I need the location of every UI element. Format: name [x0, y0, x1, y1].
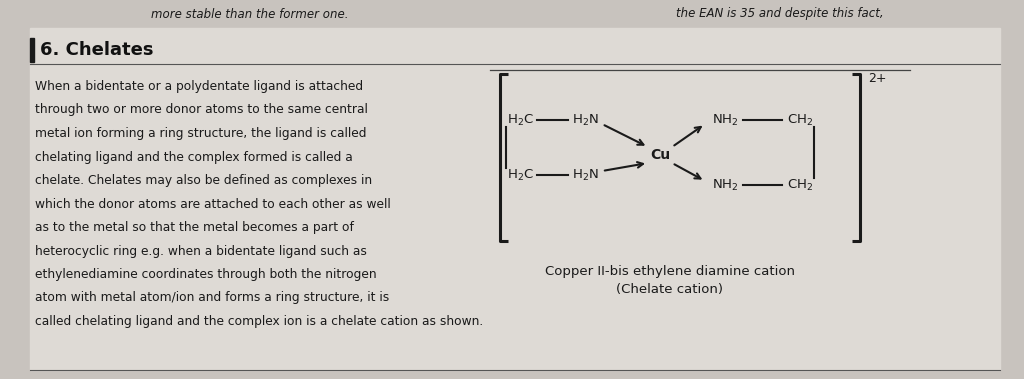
Text: which the donor atoms are attached to each other as well: which the donor atoms are attached to ea… — [35, 197, 391, 210]
Text: more stable than the former one.: more stable than the former one. — [152, 8, 349, 20]
Text: CH$_2$: CH$_2$ — [786, 113, 813, 128]
Text: 2+: 2+ — [868, 72, 887, 85]
Text: Cu: Cu — [650, 148, 670, 162]
Text: heterocyclic ring e.g. when a bidentate ligand such as: heterocyclic ring e.g. when a bidentate … — [35, 244, 367, 257]
Bar — [30, 38, 34, 62]
Text: (Chelate cation): (Chelate cation) — [616, 283, 724, 296]
Text: called chelating ligand and the complex ion is a chelate cation as shown.: called chelating ligand and the complex … — [35, 315, 483, 328]
Text: NH$_2$: NH$_2$ — [712, 113, 738, 128]
Text: metal ion forming a ring structure, the ligand is called: metal ion forming a ring structure, the … — [35, 127, 367, 140]
Text: through two or more donor atoms to the same central: through two or more donor atoms to the s… — [35, 103, 368, 116]
Text: as to the metal so that the metal becomes a part of: as to the metal so that the metal become… — [35, 221, 354, 234]
Text: ethylenediamine coordinates through both the nitrogen: ethylenediamine coordinates through both… — [35, 268, 377, 281]
Text: chelate. Chelates may also be defined as complexes in: chelate. Chelates may also be defined as… — [35, 174, 372, 187]
Text: When a bidentate or a polydentate ligand is attached: When a bidentate or a polydentate ligand… — [35, 80, 364, 93]
Text: the EAN is 35 and despite this fact,: the EAN is 35 and despite this fact, — [676, 8, 884, 20]
Text: atom with metal atom/ion and forms a ring structure, it is: atom with metal atom/ion and forms a rin… — [35, 291, 389, 304]
Text: H$_2$C: H$_2$C — [507, 168, 534, 183]
Text: H$_2$C: H$_2$C — [507, 113, 534, 128]
Text: Copper II-bis ethylene diamine cation: Copper II-bis ethylene diamine cation — [545, 265, 795, 278]
Text: H$_2$N: H$_2$N — [571, 113, 598, 128]
Text: 6. Chelates: 6. Chelates — [40, 41, 154, 59]
Text: NH$_2$: NH$_2$ — [712, 177, 738, 193]
Bar — [490, 70, 870, 245]
Text: chelating ligand and the complex formed is called a: chelating ligand and the complex formed … — [35, 150, 352, 163]
Text: H$_2$N: H$_2$N — [571, 168, 598, 183]
Text: CH$_2$: CH$_2$ — [786, 177, 813, 193]
